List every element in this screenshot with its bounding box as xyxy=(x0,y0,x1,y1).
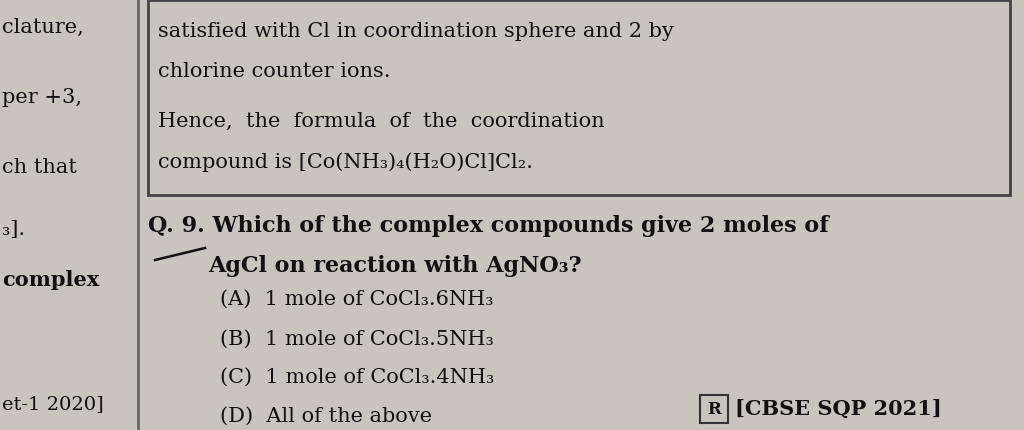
Text: (D)  All of the above: (D) All of the above xyxy=(220,407,432,426)
Text: et-1 2020]: et-1 2020] xyxy=(2,395,103,413)
Text: Hence,  the  formula  of  the  coordination: Hence, the formula of the coordination xyxy=(158,112,604,131)
Text: complex: complex xyxy=(2,270,99,290)
Text: compound is [Co(NH₃)₄(H₂O)Cl]Cl₂.: compound is [Co(NH₃)₄(H₂O)Cl]Cl₂. xyxy=(158,152,534,172)
Text: ₃].: ₃]. xyxy=(2,220,26,239)
Text: per +3,: per +3, xyxy=(2,88,82,107)
Bar xyxy=(148,0,1010,195)
Text: clature,: clature, xyxy=(2,18,84,37)
Text: Q. 9. Which of the complex compounds give 2 moles of: Q. 9. Which of the complex compounds giv… xyxy=(148,215,828,237)
Text: (C)  1 mole of CoCl₃.4NH₃: (C) 1 mole of CoCl₃.4NH₃ xyxy=(220,368,495,387)
Text: satisfied with Cl in coordination sphere and 2 by: satisfied with Cl in coordination sphere… xyxy=(158,22,674,41)
Text: [CBSE SQP 2021]: [CBSE SQP 2021] xyxy=(735,399,942,419)
Text: (B)  1 mole of CoCl₃.5NH₃: (B) 1 mole of CoCl₃.5NH₃ xyxy=(220,330,494,349)
Text: ch that: ch that xyxy=(2,158,77,177)
Text: chlorine counter ions.: chlorine counter ions. xyxy=(158,62,390,81)
Text: R: R xyxy=(708,400,721,418)
Text: (A)  1 mole of CoCl₃.6NH₃: (A) 1 mole of CoCl₃.6NH₃ xyxy=(220,290,494,309)
Bar xyxy=(700,395,728,423)
Text: AgCl on reaction with AgNO₃?: AgCl on reaction with AgNO₃? xyxy=(208,255,582,277)
